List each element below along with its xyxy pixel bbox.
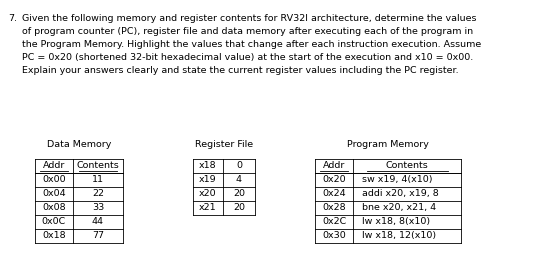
Text: Addr: Addr (323, 161, 345, 170)
Text: 0x20: 0x20 (322, 176, 346, 184)
Text: of program counter (PC), register file and data memory after executing each of t: of program counter (PC), register file a… (22, 27, 473, 36)
Text: Given the following memory and register contents for RV32I architecture, determi: Given the following memory and register … (22, 14, 476, 23)
Text: 22: 22 (92, 189, 104, 198)
Text: 0: 0 (236, 161, 242, 170)
Text: 77: 77 (92, 231, 104, 240)
Text: lw x18, 12(x10): lw x18, 12(x10) (362, 231, 436, 240)
Text: 33: 33 (92, 203, 104, 212)
Text: PC = 0x20 (shortened 32-bit hexadecimal value) at the start of the execution and: PC = 0x20 (shortened 32-bit hexadecimal … (22, 53, 473, 62)
Text: x19: x19 (199, 176, 217, 184)
Text: 0x08: 0x08 (42, 203, 66, 212)
Text: Contents: Contents (77, 161, 119, 170)
Text: 20: 20 (233, 203, 245, 212)
Text: Program Memory: Program Memory (347, 140, 429, 149)
Text: the Program Memory. Highlight the values that change after each instruction exec: the Program Memory. Highlight the values… (22, 40, 481, 49)
Text: Addr: Addr (43, 161, 65, 170)
Text: Data Memory: Data Memory (47, 140, 111, 149)
Text: 20: 20 (233, 189, 245, 198)
Text: addi x20, x19, 8: addi x20, x19, 8 (362, 189, 438, 198)
Text: 44: 44 (92, 217, 104, 227)
Text: x20: x20 (199, 189, 217, 198)
Text: 0x00: 0x00 (42, 176, 66, 184)
Text: Explain your answers clearly and state the current register values including the: Explain your answers clearly and state t… (22, 66, 458, 75)
Text: 0x2C: 0x2C (322, 217, 346, 227)
Text: 0x18: 0x18 (42, 231, 66, 240)
Text: 0x04: 0x04 (42, 189, 66, 198)
Text: 0x0C: 0x0C (42, 217, 66, 227)
Text: x21: x21 (199, 203, 217, 212)
Text: 11: 11 (92, 176, 104, 184)
Text: Contents: Contents (386, 161, 428, 170)
Text: x18: x18 (199, 161, 217, 170)
Text: 4: 4 (236, 176, 242, 184)
Text: 0x28: 0x28 (322, 203, 346, 212)
Text: 7.: 7. (8, 14, 17, 23)
Text: lw x18, 8(x10): lw x18, 8(x10) (362, 217, 430, 227)
Text: Register File: Register File (195, 140, 253, 149)
Text: sw x19, 4(x10): sw x19, 4(x10) (362, 176, 432, 184)
Text: bne x20, x21, 4: bne x20, x21, 4 (362, 203, 436, 212)
Text: 0x24: 0x24 (322, 189, 346, 198)
Text: 0x30: 0x30 (322, 231, 346, 240)
